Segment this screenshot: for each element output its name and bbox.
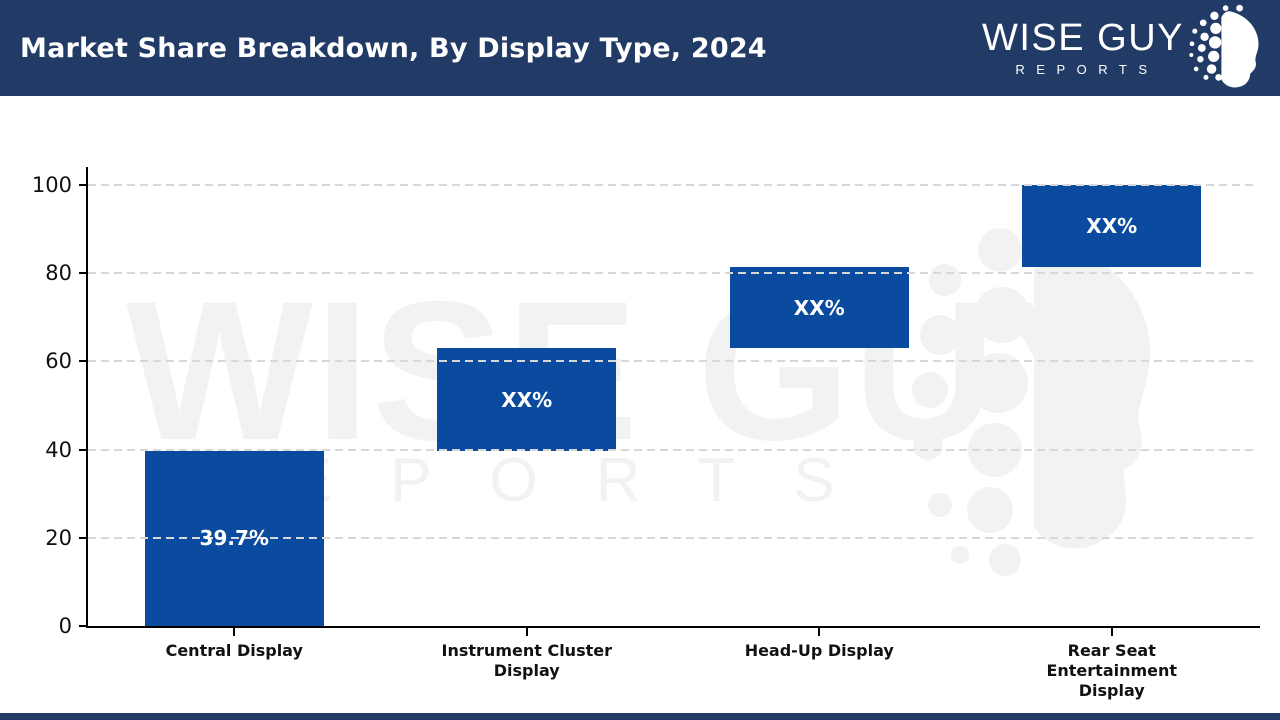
y-tick-label: 80 xyxy=(45,261,72,286)
y-tick-label: 100 xyxy=(31,173,72,197)
y-gridline xyxy=(88,536,1258,539)
y-tick-label: 60 xyxy=(45,349,72,374)
bar-value-label: XX% xyxy=(1086,214,1138,238)
x-tick-mark xyxy=(233,628,236,636)
footer-bar xyxy=(0,713,1280,720)
x-category-label: Rear Seat Entertainment Display xyxy=(972,641,1252,701)
x-category-label-line: Entertainment xyxy=(1046,661,1178,680)
wiseguy-logo: WISE GUY REPORTS xyxy=(982,4,1262,92)
bar-instrument-cluster-display xyxy=(437,348,617,451)
y-tick-mark xyxy=(79,625,87,627)
y-tick-mark xyxy=(79,536,87,539)
x-category-label-line: Instrument Cluster xyxy=(441,641,612,660)
logo-text: WISE GUY REPORTS xyxy=(982,19,1184,77)
bar-value-label: 39.7% xyxy=(199,526,269,551)
x-category-label-line: Rear Seat xyxy=(1067,641,1156,660)
y-tick-label: 0 xyxy=(58,614,72,638)
bar-rear-seat-entertainment-display xyxy=(1022,185,1202,268)
watermark-head-icon xyxy=(790,205,1200,599)
x-category-label-line: Central Display xyxy=(165,641,303,660)
y-tick-mark xyxy=(79,184,87,186)
logo-sub: REPORTS xyxy=(1015,62,1159,77)
y-tick-label: 20 xyxy=(45,525,72,550)
y-gridline xyxy=(88,184,1258,186)
y-tick-mark xyxy=(79,272,87,275)
x-tick-mark xyxy=(525,628,528,636)
bar-value-label: XX% xyxy=(501,387,553,412)
y-axis-line xyxy=(86,167,88,628)
y-gridline xyxy=(88,360,1258,363)
header-bar: Market Share Breakdown, By Display Type,… xyxy=(0,0,1280,96)
chart-title: Market Share Breakdown, By Display Type,… xyxy=(20,32,767,64)
watermark-name: WISE GUY xyxy=(126,260,1133,481)
x-category-label-line: Display xyxy=(493,661,560,680)
x-tick-mark xyxy=(1110,628,1113,636)
x-axis-line xyxy=(86,626,1260,628)
y-gridline xyxy=(88,448,1258,451)
x-category-label-line: Display xyxy=(1078,681,1145,700)
x-tick-mark xyxy=(818,628,821,636)
x-category-label-line: Head-Up Display xyxy=(744,641,894,660)
y-tick-label: 40 xyxy=(45,437,72,462)
y-gridline xyxy=(88,272,1258,275)
y-tick-mark xyxy=(79,448,87,451)
x-category-label: Head-Up Display xyxy=(679,641,959,661)
x-category-label: Instrument Cluster Display xyxy=(387,641,667,681)
logo-name: WISE GUY xyxy=(981,17,1184,59)
bar-head-up-display xyxy=(729,267,909,349)
y-tick-mark xyxy=(79,360,87,363)
x-category-label: Central Display xyxy=(94,641,374,661)
logo-head-icon xyxy=(1178,4,1262,92)
bar-value-label: XX% xyxy=(793,295,845,320)
